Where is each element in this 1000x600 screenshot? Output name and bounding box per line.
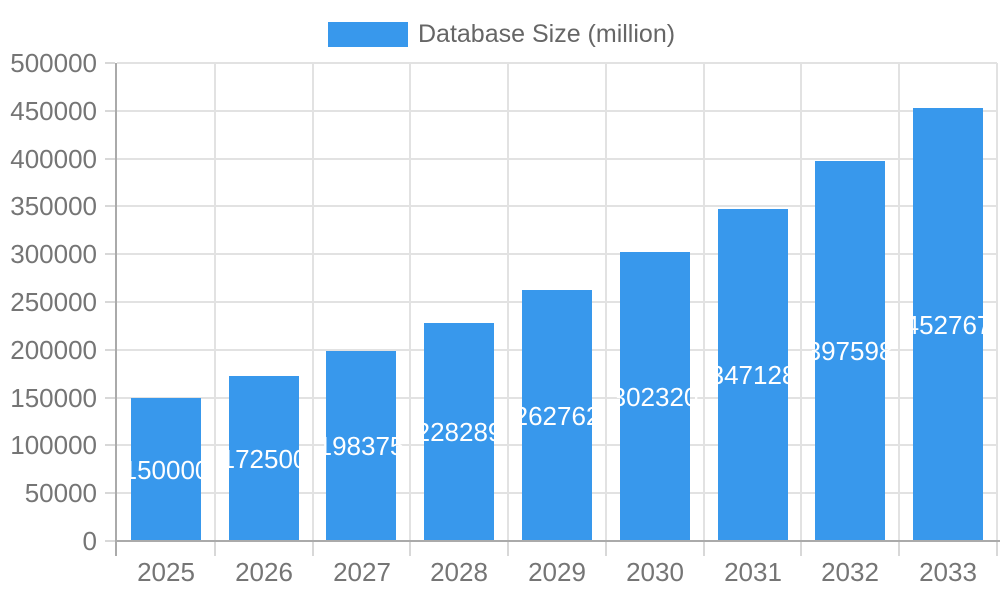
x-axis-tick <box>312 541 314 556</box>
gridline-vertical <box>996 63 998 541</box>
gridline-horizontal <box>117 110 997 112</box>
y-axis-tick <box>105 397 115 399</box>
bar-value-label: 228289 <box>415 417 503 447</box>
x-axis-tick-label: 2032 <box>821 557 879 587</box>
bar[interactable]: 172500 <box>221 376 307 541</box>
y-axis-tick-label: 500000 <box>10 48 97 78</box>
x-axis-tick-label: 2028 <box>430 557 488 587</box>
x-axis-tick <box>800 541 802 556</box>
y-axis-tick <box>105 492 115 494</box>
bar-value-label: 150000 <box>122 454 210 485</box>
bar[interactable]: 150000 <box>123 398 209 541</box>
y-axis-tick-label: 350000 <box>10 191 97 221</box>
bar-value-label: 302320 <box>611 381 699 412</box>
gridline-vertical <box>409 63 411 541</box>
x-axis-tick <box>996 541 998 556</box>
legend-swatch-icon <box>328 22 408 47</box>
y-axis-tick-label: 0 <box>82 526 97 556</box>
x-axis-line <box>115 540 1000 542</box>
y-axis-tick <box>105 349 115 351</box>
x-axis-tick-label: 2025 <box>137 557 195 587</box>
x-axis-tick <box>605 541 607 556</box>
gridline-horizontal <box>117 158 997 160</box>
bar[interactable]: 262762 <box>514 290 600 541</box>
y-axis-tick <box>105 62 115 64</box>
y-axis-tick-label: 300000 <box>10 239 97 269</box>
y-axis-tick-label: 250000 <box>10 287 97 317</box>
y-axis-tick <box>105 301 115 303</box>
bar[interactable]: 228289 <box>416 323 502 541</box>
gridline-vertical <box>605 63 607 541</box>
bar-value-label: 347128 <box>709 360 797 390</box>
y-axis-tick-label: 150000 <box>10 383 97 413</box>
gridline-horizontal <box>117 205 997 207</box>
x-axis-tick-label: 2027 <box>333 557 391 587</box>
x-axis-tick-label: 2031 <box>724 557 782 587</box>
y-axis-tick <box>105 444 115 446</box>
bar-value-label: 262762 <box>513 400 601 431</box>
gridline-vertical <box>800 63 802 541</box>
bar[interactable]: 198375 <box>318 351 404 541</box>
gridline-vertical <box>703 63 705 541</box>
bar[interactable]: 347128 <box>710 209 796 541</box>
gridline-vertical <box>507 63 509 541</box>
x-axis-tick-label: 2030 <box>626 557 684 587</box>
y-axis-tick <box>105 540 115 542</box>
gridline-horizontal <box>117 62 997 64</box>
y-axis-line <box>115 63 117 556</box>
x-axis-tick <box>703 541 705 556</box>
y-axis-tick <box>105 110 115 112</box>
bar-value-label: 198375 <box>317 431 405 461</box>
gridline-vertical <box>312 63 314 541</box>
gridline-vertical <box>898 63 900 541</box>
y-axis-tick-label: 50000 <box>24 478 97 508</box>
x-axis-tick <box>409 541 411 556</box>
x-axis-tick <box>214 541 216 556</box>
bar-value-label: 397598 <box>806 336 894 366</box>
x-axis-tick <box>898 541 900 556</box>
x-axis-tick-label: 2026 <box>235 557 293 587</box>
gridline-horizontal <box>117 253 997 255</box>
y-axis-tick-label: 200000 <box>10 335 97 365</box>
legend[interactable]: Database Size (million) <box>328 20 675 49</box>
gridline-vertical <box>214 63 216 541</box>
bar-value-label: 172500 <box>220 443 308 474</box>
legend-label: Database Size (million) <box>418 20 676 48</box>
y-axis-tick-label: 450000 <box>10 96 97 126</box>
x-axis-tick <box>507 541 509 556</box>
bar-value-label: 452767 <box>904 309 992 340</box>
bar[interactable]: 302320 <box>612 252 698 541</box>
y-axis-tick-label: 100000 <box>10 430 97 460</box>
bar[interactable]: 452767 <box>905 108 991 541</box>
y-axis-tick <box>105 205 115 207</box>
y-axis-tick <box>105 253 115 255</box>
x-axis-tick-label: 2029 <box>528 557 586 587</box>
x-axis-tick-label: 2033 <box>919 557 977 587</box>
bar[interactable]: 397598 <box>807 161 893 541</box>
y-axis-tick <box>105 158 115 160</box>
y-axis-tick-label: 400000 <box>10 144 97 174</box>
